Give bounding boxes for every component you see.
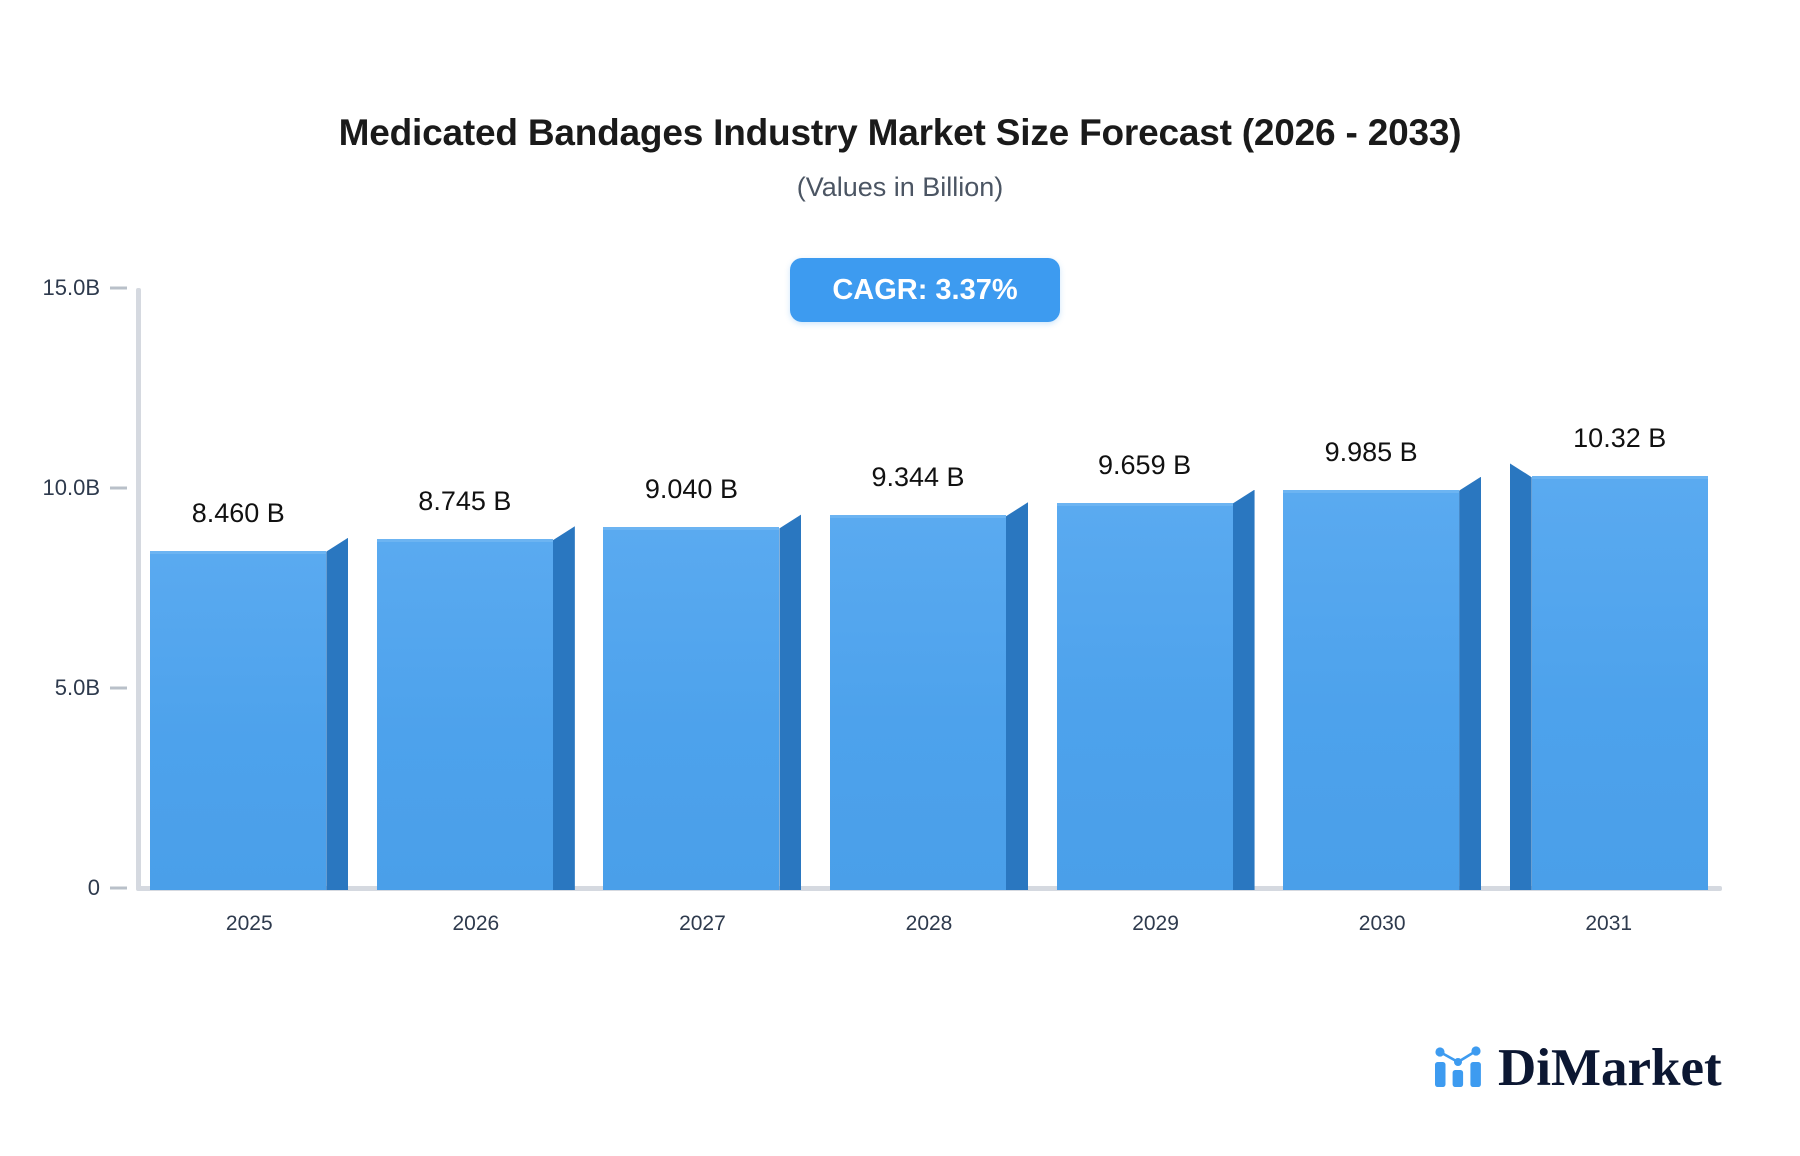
y-tick-mark — [110, 486, 127, 490]
bar-2031[interactable] — [1509, 463, 1708, 890]
bar-front-face — [1056, 503, 1233, 890]
bar-2027[interactable] — [603, 514, 802, 890]
bar-depth-face — [779, 514, 802, 890]
bar-value-label: 9.985 B — [1324, 436, 1418, 467]
x-tick-label-2029: 2029 — [1132, 912, 1179, 935]
bar-top-edge — [830, 515, 1006, 519]
bar-2025[interactable] — [150, 537, 349, 890]
chart-subtitle: (Values in Billion) — [796, 172, 1004, 202]
bar-front-face — [603, 528, 780, 890]
bar-depth-face — [326, 537, 349, 890]
bar-value-label: 8.460 B — [191, 497, 285, 528]
x-tick-label-2026: 2026 — [452, 912, 500, 935]
brand-logo-text: DiMarket — [1498, 1039, 1722, 1097]
y-tick-mark — [110, 286, 127, 290]
bar-top-edge — [1056, 502, 1233, 506]
x-tick-label-2028: 2028 — [905, 912, 953, 935]
bar-front-face — [376, 540, 553, 890]
bar-value-label: 9.040 B — [644, 474, 738, 505]
bar-2026[interactable] — [376, 526, 575, 890]
y-tick-label: 5.0B — [54, 675, 100, 700]
y-tick-label: 15.0B — [42, 275, 101, 300]
cagr-badge: CAGR: 3.37% — [790, 258, 1060, 322]
x-tick-label-2027: 2027 — [679, 912, 726, 935]
bar-front-face — [830, 516, 1006, 890]
x-tick-label-2025: 2025 — [225, 912, 273, 935]
y-tick-label: 0 — [87, 875, 100, 900]
bar-top-edge — [1283, 489, 1460, 493]
bar-chart-trend-icon — [1432, 1043, 1484, 1094]
page-title: Medicated Bandages Industry Market Size … — [338, 112, 1462, 153]
bar-front-face — [150, 551, 327, 890]
bar-front-face — [1283, 490, 1460, 890]
bar-top-edge — [1531, 476, 1708, 480]
x-tick-label-2030: 2030 — [1358, 912, 1406, 935]
y-tick-mark — [110, 686, 127, 690]
cagr-badge-label: CAGR: 3.37% — [832, 273, 1018, 306]
bar-front-face — [1531, 477, 1708, 890]
bar-value-label: 10.32 B — [1573, 423, 1667, 454]
x-tick-label-2031: 2031 — [1585, 912, 1633, 935]
bar-top-edge — [603, 527, 780, 531]
y-axis-line — [136, 288, 141, 890]
bar-2030[interactable] — [1283, 476, 1482, 890]
bar-2028[interactable] — [830, 502, 1028, 890]
bar-value-label: 9.659 B — [1098, 449, 1192, 480]
bar-depth-face — [1006, 502, 1028, 890]
bar-value-label: 9.344 B — [871, 462, 965, 493]
bar-top-edge — [376, 539, 553, 543]
y-tick-mark — [110, 886, 127, 890]
bar-top-edge — [150, 550, 327, 554]
bar-value-label: 8.745 B — [418, 486, 512, 517]
bar-depth-face — [1509, 463, 1532, 890]
bar-depth-face — [1232, 489, 1255, 890]
bar-depth-face — [552, 526, 575, 890]
bar-depth-face — [1459, 476, 1482, 890]
y-tick-label: 10.0B — [42, 475, 101, 500]
brand-logo: DiMarket — [1432, 1042, 1722, 1095]
bar-2029[interactable] — [1056, 489, 1255, 890]
